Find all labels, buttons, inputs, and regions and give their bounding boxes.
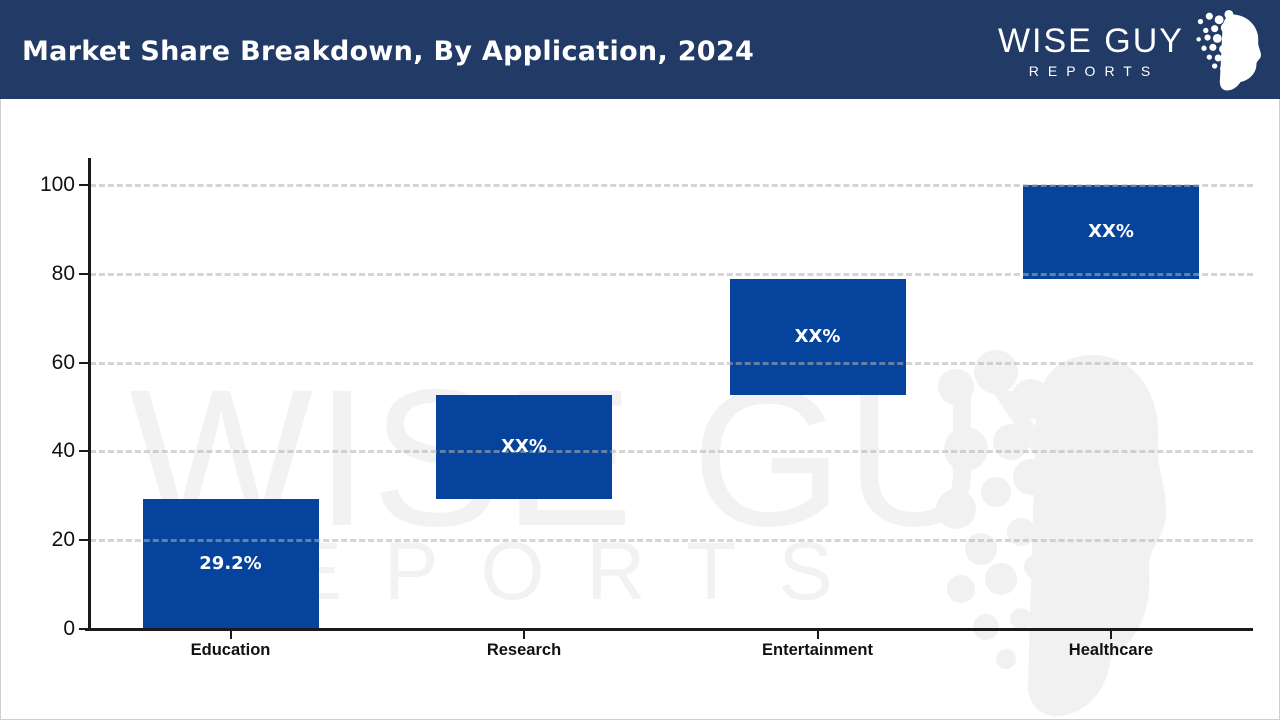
x-tick-mark	[229, 630, 232, 639]
x-axis-line	[85, 628, 1253, 631]
bar-entertainment	[729, 279, 906, 395]
y-tick-mark	[79, 450, 88, 453]
logo-face-icon	[1196, 10, 1262, 91]
page-title: Market Share Breakdown, By Application, …	[22, 36, 755, 67]
y-tick-mark	[79, 361, 88, 364]
bar-value-label: XX%	[501, 436, 547, 458]
x-tick-mark	[523, 630, 525, 639]
y-tick-label: 0	[63, 617, 75, 640]
y-tick-label: 20	[51, 528, 75, 552]
x-category-label: Education	[190, 641, 271, 659]
x-tick-mark	[816, 630, 819, 639]
gridline-80	[90, 272, 1253, 276]
y-tick-mark	[79, 272, 88, 275]
y-tick-mark	[79, 539, 88, 542]
logo-subtitle: REPORTS	[1028, 62, 1160, 79]
gridline-100	[90, 184, 1253, 187]
y-tick-label: 40	[51, 439, 75, 463]
y-tick-label: 80	[51, 261, 75, 285]
bar-research	[436, 395, 612, 500]
x-category-label: Entertainment	[762, 641, 873, 659]
bar-value-label: 29.2%	[199, 553, 262, 575]
gridline-60	[90, 361, 1253, 365]
y-tick-label: 100	[39, 173, 75, 196]
gridline-20	[90, 539, 1253, 543]
bar-healthcare	[1023, 185, 1199, 280]
y-tick-mark	[79, 628, 88, 630]
wise-guy-logo: WISE GUY REPORTS	[998, 6, 1268, 94]
gridline-40	[90, 450, 1253, 454]
y-tick-mark	[79, 184, 88, 186]
y-tick-label: 60	[51, 350, 75, 374]
x-category-label: Research	[486, 641, 562, 659]
logo-text: WISE GUY REPORTS	[998, 22, 1184, 79]
bar-value-label: XX%	[794, 326, 841, 348]
bar-value-label: XX%	[1088, 221, 1134, 243]
y-axis-line	[88, 158, 91, 631]
x-tick-mark	[1110, 630, 1112, 639]
watermark-face-icon	[936, 350, 1167, 717]
x-category-label: Healthcare	[1068, 641, 1154, 659]
logo-wordmark: WISE GUY	[997, 21, 1184, 60]
header: Market Share Breakdown, By Application, …	[0, 0, 1280, 99]
bar-education	[142, 499, 319, 629]
